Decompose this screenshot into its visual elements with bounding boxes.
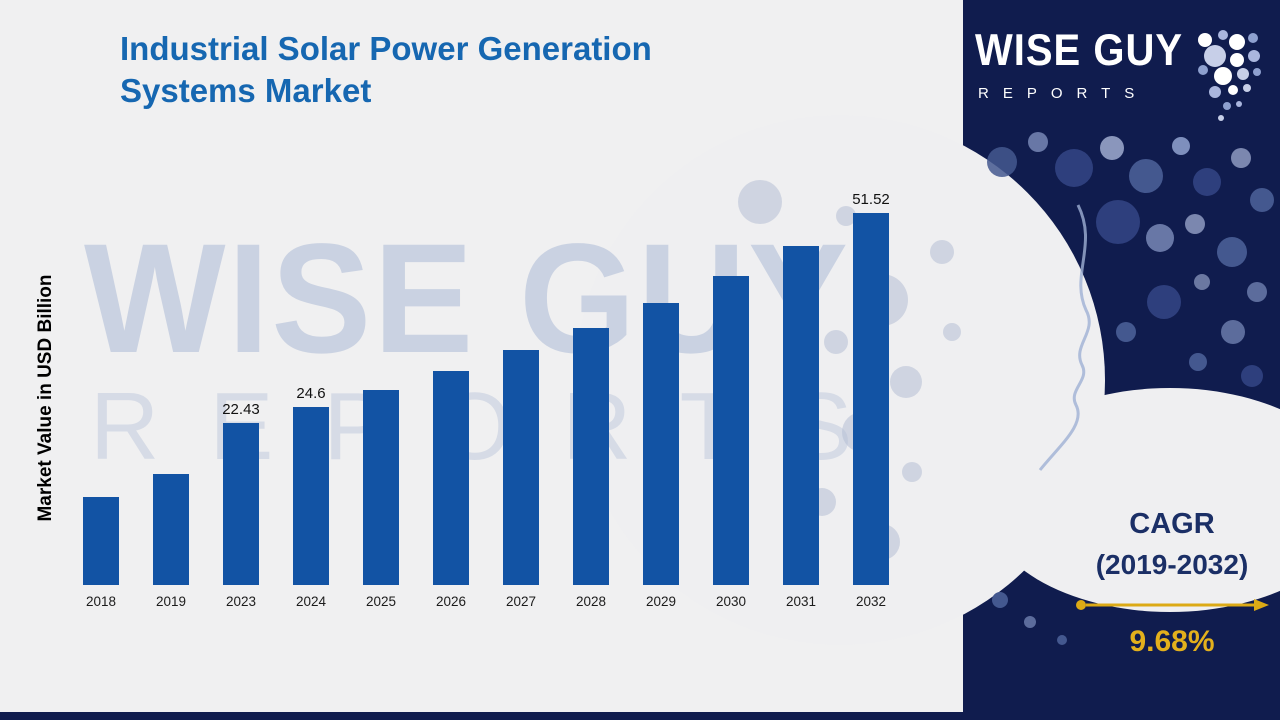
bar-group: 22.43 2023	[206, 185, 276, 609]
bar-chart: 2018 2019 22.43 2023 24.6 2024 2025 2026 2027 202…	[66, 185, 906, 609]
x-axis-tick-label: 2032	[855, 594, 887, 609]
x-axis-tick-label: 2018	[85, 594, 117, 609]
x-axis-tick-label: 2023	[225, 594, 257, 609]
background-blob	[982, 388, 1280, 612]
bar-group: 2028	[556, 185, 626, 609]
bar	[363, 390, 399, 585]
x-axis-tick-label: 2019	[155, 594, 187, 609]
bar-group: 2018	[66, 185, 136, 609]
bar-group: 2029	[626, 185, 696, 609]
bar-group: 24.6 2024	[276, 185, 346, 609]
x-axis-tick-label: 2031	[785, 594, 817, 609]
bar-group: 2026	[416, 185, 486, 609]
face-dots-dark	[987, 132, 1274, 645]
cagr-value: 9.68%	[1129, 625, 1215, 658]
x-axis-tick-label: 2029	[645, 594, 677, 609]
x-axis-tick-label: 2025	[365, 594, 397, 609]
bar	[83, 497, 119, 585]
bar-value-label: 51.52	[852, 191, 890, 208]
bar	[293, 407, 329, 585]
x-axis-tick-label: 2027	[505, 594, 537, 609]
page-title: Industrial Solar Power Generation System…	[120, 30, 652, 109]
bar	[643, 303, 679, 585]
cagr-label: CAGR	[1129, 508, 1215, 540]
face-profile-line	[1038, 204, 1091, 471]
bar	[223, 423, 259, 585]
brand-logo: WISE GUY REPORTS	[975, 26, 1271, 131]
bar	[573, 328, 609, 585]
bar	[713, 276, 749, 585]
bar-group: 2019	[136, 185, 206, 609]
bar-group: 2030	[696, 185, 766, 609]
x-axis-tick-label: 2030	[715, 594, 747, 609]
bar-group: 2025	[346, 185, 416, 609]
bar	[433, 371, 469, 585]
bar	[853, 213, 889, 585]
brand-wordmark-wiseguy: WISE GUY	[975, 26, 1184, 76]
background-circle	[575, 115, 1105, 645]
bar	[153, 474, 189, 585]
bar-group: 51.52 2032	[836, 185, 906, 609]
bar	[783, 246, 819, 585]
cagr-divider-arrow	[1076, 599, 1269, 611]
brand-wordmark: WISE GUY REPORTS	[975, 26, 1183, 131]
footer-bar	[0, 712, 1280, 720]
bar	[503, 350, 539, 585]
cagr-range: (2019-2032)	[1095, 549, 1249, 580]
bar-group: 2031	[766, 185, 836, 609]
bar-group: 2027	[486, 185, 556, 609]
bar-value-label: 24.6	[296, 385, 326, 402]
brand-face-icon	[1198, 30, 1262, 121]
bar-value-label: 22.43	[222, 401, 260, 418]
x-axis-tick-label: 2026	[435, 594, 467, 609]
x-axis-tick-label: 2024	[295, 594, 327, 609]
x-axis-tick-label: 2028	[575, 594, 607, 609]
y-axis-title: Market Value in USD Billion	[35, 274, 56, 522]
cagr-block: CAGR (2019-2032) 9.68%	[1072, 508, 1272, 659]
brand-wordmark-reports: REPORTS	[978, 85, 1149, 102]
